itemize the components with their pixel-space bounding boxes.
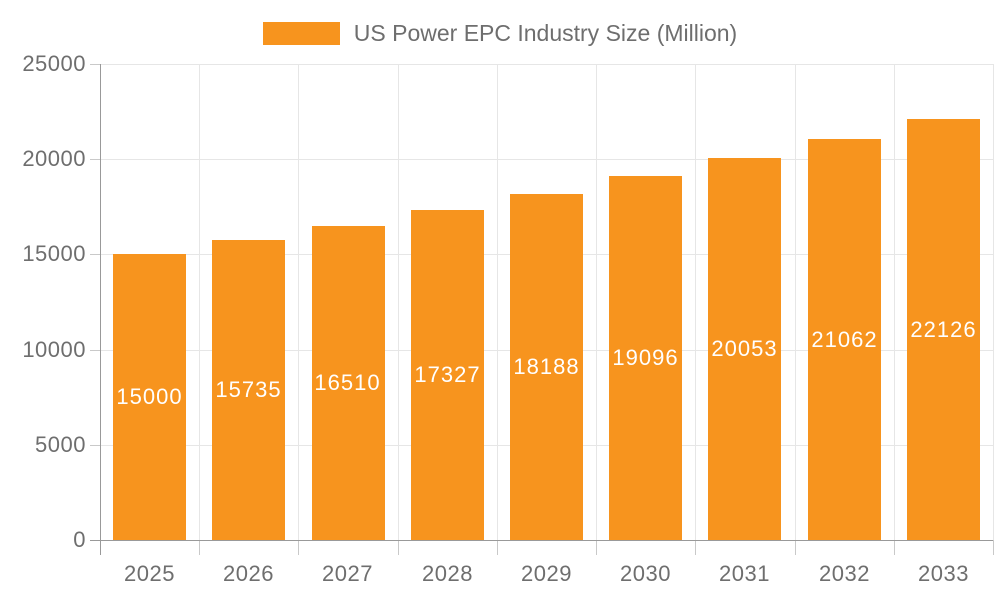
y-axis-line (100, 64, 101, 555)
x-axis-tick-label: 2026 (223, 561, 274, 586)
x-axis-tick-label: 2030 (620, 561, 671, 586)
x-axis-tick (298, 540, 299, 555)
y-axis-tick-label: 0 (73, 527, 86, 552)
y-axis-tick-label: 15000 (22, 241, 86, 266)
bar (312, 226, 385, 540)
bar-value-label: 19096 (612, 345, 679, 370)
y-axis-tick-label: 25000 (22, 51, 86, 76)
x-gridline (993, 64, 994, 540)
y-axis-tick (90, 159, 100, 160)
x-axis-tick (695, 540, 696, 555)
x-axis-tick-label: 2032 (819, 561, 870, 586)
bar (708, 158, 781, 540)
x-axis-tick-label: 2029 (521, 561, 572, 586)
x-gridline (298, 64, 299, 540)
x-axis-tick-label: 2033 (918, 561, 969, 586)
x-axis-tick-label: 2028 (422, 561, 473, 586)
x-axis-tick-label: 2025 (124, 561, 175, 586)
bar-value-label: 22126 (910, 317, 977, 342)
x-gridline (795, 64, 796, 540)
y-gridline (100, 64, 993, 65)
x-axis-tick (497, 540, 498, 555)
bar-value-label: 16510 (314, 370, 381, 395)
legend-label: US Power EPC Industry Size (Million) (353, 20, 738, 46)
bar-value-label: 15735 (215, 377, 282, 402)
bar (808, 139, 881, 540)
bar-value-label: 17327 (414, 362, 481, 387)
y-axis-tick-label: 10000 (22, 337, 86, 362)
bar (212, 240, 285, 540)
x-axis-tick (199, 540, 200, 555)
x-axis-tick-label: 2027 (322, 561, 373, 586)
x-axis-tick (894, 540, 895, 555)
y-axis-tick (90, 445, 100, 446)
bar-value-label: 20053 (711, 336, 778, 361)
x-axis-tick (795, 540, 796, 555)
bar-value-label: 18188 (513, 354, 580, 379)
x-gridline (199, 64, 200, 540)
bar (510, 194, 583, 540)
bar (907, 119, 980, 540)
legend-item[interactable]: US Power EPC Industry Size (Million) (0, 18, 1000, 48)
x-gridline (894, 64, 895, 540)
x-axis-tick (398, 540, 399, 555)
y-axis-tick (90, 64, 100, 65)
y-axis-tick-label: 5000 (35, 432, 86, 457)
x-axis-tick-label: 2031 (719, 561, 770, 586)
x-axis-tick (993, 540, 994, 555)
bar (411, 210, 484, 540)
y-axis-tick (90, 350, 100, 351)
bar (609, 176, 682, 540)
x-axis-line (90, 540, 993, 541)
bar-value-label: 15000 (116, 384, 183, 409)
x-gridline (398, 64, 399, 540)
x-gridline (497, 64, 498, 540)
x-gridline (596, 64, 597, 540)
x-axis-tick (596, 540, 597, 555)
legend-swatch-icon (262, 21, 340, 45)
x-gridline (695, 64, 696, 540)
y-axis-tick (90, 254, 100, 255)
y-gridline (100, 159, 993, 160)
y-axis-tick-label: 20000 (22, 146, 86, 171)
bar (113, 254, 186, 540)
bar-value-label: 21062 (811, 327, 878, 352)
